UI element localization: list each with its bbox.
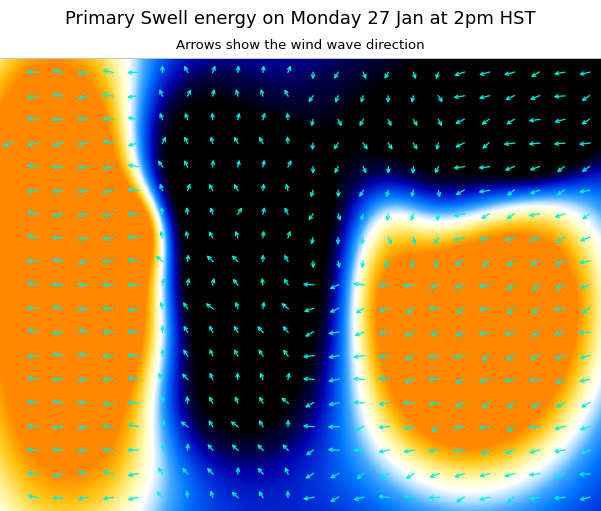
Text: Primary Swell energy on Monday 27 Jan at 2pm HST: Primary Swell energy on Monday 27 Jan at… [65, 10, 536, 28]
Text: Arrows show the wind wave direction: Arrows show the wind wave direction [176, 39, 425, 52]
